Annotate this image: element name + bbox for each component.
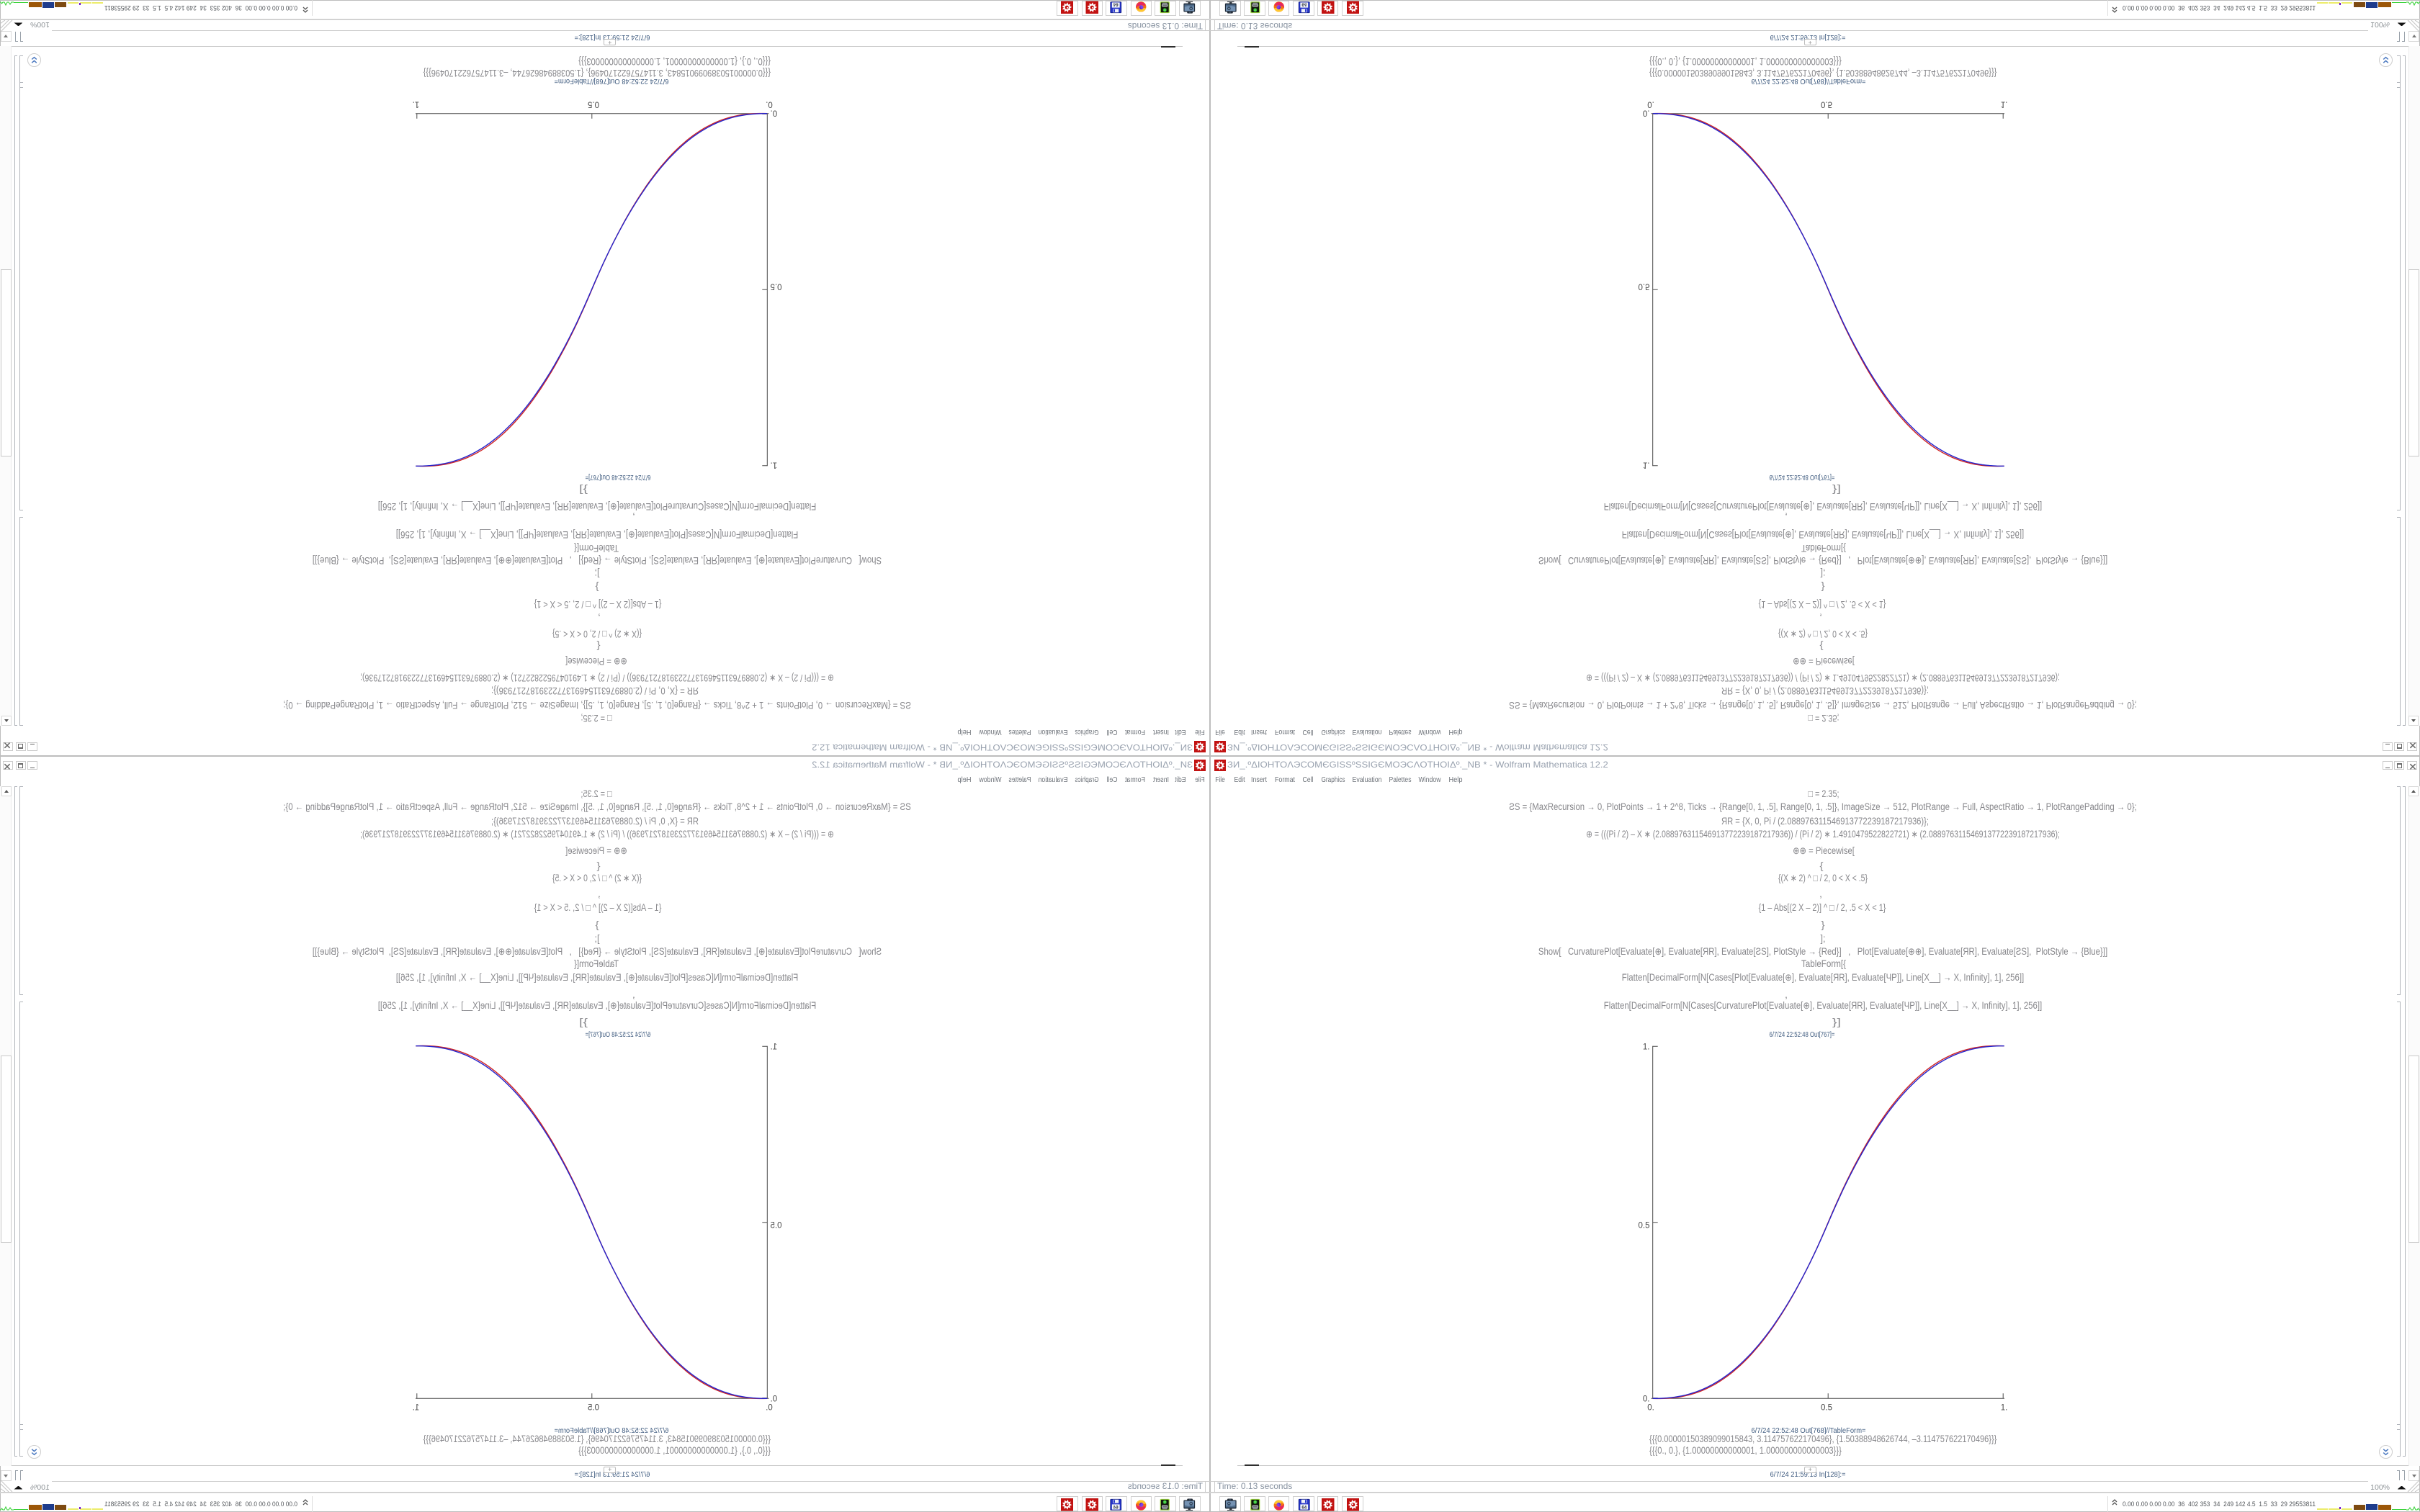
svg-text:0.: 0. [771, 1395, 778, 1404]
svg-text:0.5: 0.5 [771, 282, 782, 290]
svg-text:0.: 0. [771, 108, 778, 117]
svg-text:0.: 0. [1647, 1404, 1654, 1413]
svg-text:64: 64 [1301, 1505, 1307, 1510]
svg-text:0.5: 0.5 [771, 1222, 782, 1230]
svg-text:1.: 1. [771, 460, 778, 469]
svg-text:0.: 0. [1643, 108, 1650, 117]
svg-text:0.: 0. [766, 1404, 773, 1413]
svg-text:0.5: 0.5 [588, 99, 599, 108]
svg-text:1.: 1. [2001, 1404, 2008, 1413]
svg-text:0.: 0. [766, 99, 773, 108]
svg-text:0.5: 0.5 [1821, 99, 1832, 108]
svg-text:0.5: 0.5 [1639, 1222, 1650, 1230]
svg-text:64: 64 [1113, 1505, 1119, 1510]
svg-text:1.: 1. [771, 1043, 778, 1052]
svg-text:0.: 0. [1647, 99, 1654, 108]
svg-text:64: 64 [1301, 2, 1307, 7]
svg-text:0.5: 0.5 [1821, 1404, 1832, 1413]
svg-text:0.5: 0.5 [1639, 282, 1650, 290]
svg-text:1.: 1. [2001, 99, 2008, 108]
svg-text:64: 64 [1113, 2, 1119, 7]
svg-text:0.: 0. [1643, 1395, 1650, 1404]
svg-text:0.5: 0.5 [588, 1404, 599, 1413]
svg-text:1.: 1. [413, 99, 420, 108]
svg-text:1.: 1. [413, 1404, 420, 1413]
svg-text:1.: 1. [1643, 1043, 1650, 1052]
svg-text:1.: 1. [1643, 460, 1650, 469]
